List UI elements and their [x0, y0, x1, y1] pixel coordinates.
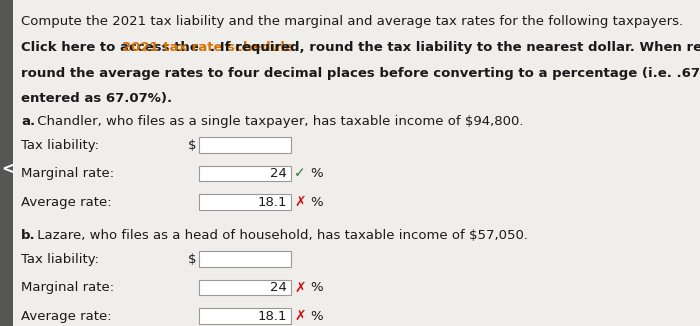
FancyBboxPatch shape [199, 166, 290, 181]
Text: $: $ [188, 253, 196, 266]
Text: Average rate:: Average rate: [21, 196, 111, 209]
Text: entered as 67.07%).: entered as 67.07%). [21, 92, 172, 105]
Text: Average rate:: Average rate: [21, 310, 111, 323]
Text: ✗: ✗ [294, 281, 306, 294]
Text: Chandler, who files as a single taxpayer, has taxable income of $94,800.: Chandler, who files as a single taxpayer… [33, 115, 524, 128]
Text: Marginal rate:: Marginal rate: [21, 167, 114, 180]
Text: 2021 tax rate schedule: 2021 tax rate schedule [122, 41, 293, 54]
Text: %: % [310, 196, 323, 209]
Text: ✓: ✓ [294, 167, 306, 180]
Text: a.: a. [21, 115, 35, 128]
FancyBboxPatch shape [0, 0, 13, 326]
Text: Tax liability:: Tax liability: [21, 139, 99, 152]
Text: ✗: ✗ [294, 195, 306, 209]
FancyBboxPatch shape [199, 308, 290, 324]
Text: . If required, round the tax liability to the nearest dollar. When required,: . If required, round the tax liability t… [210, 41, 700, 54]
Text: $: $ [188, 139, 196, 152]
Text: Compute the 2021 tax liability and the marginal and average tax rates for the fo: Compute the 2021 tax liability and the m… [21, 15, 683, 28]
FancyBboxPatch shape [199, 251, 290, 267]
Text: 24: 24 [270, 167, 287, 180]
FancyBboxPatch shape [199, 280, 290, 295]
Text: <: < [1, 160, 15, 179]
Text: b.: b. [21, 229, 36, 242]
Text: 24: 24 [270, 281, 287, 294]
Text: Tax liability:: Tax liability: [21, 253, 99, 266]
Text: %: % [310, 310, 323, 323]
Text: %: % [310, 281, 323, 294]
Text: ✗: ✗ [294, 309, 306, 323]
Text: round the average rates to four decimal places before converting to a percentage: round the average rates to four decimal … [21, 67, 700, 80]
Text: Marginal rate:: Marginal rate: [21, 281, 114, 294]
FancyBboxPatch shape [199, 194, 290, 210]
FancyBboxPatch shape [199, 137, 290, 153]
Text: 18.1: 18.1 [258, 196, 287, 209]
Text: Click here to access the: Click here to access the [21, 41, 204, 54]
Text: %: % [310, 167, 323, 180]
Text: 18.1: 18.1 [258, 310, 287, 323]
Text: Lazare, who files as a head of household, has taxable income of $57,050.: Lazare, who files as a head of household… [33, 229, 528, 242]
